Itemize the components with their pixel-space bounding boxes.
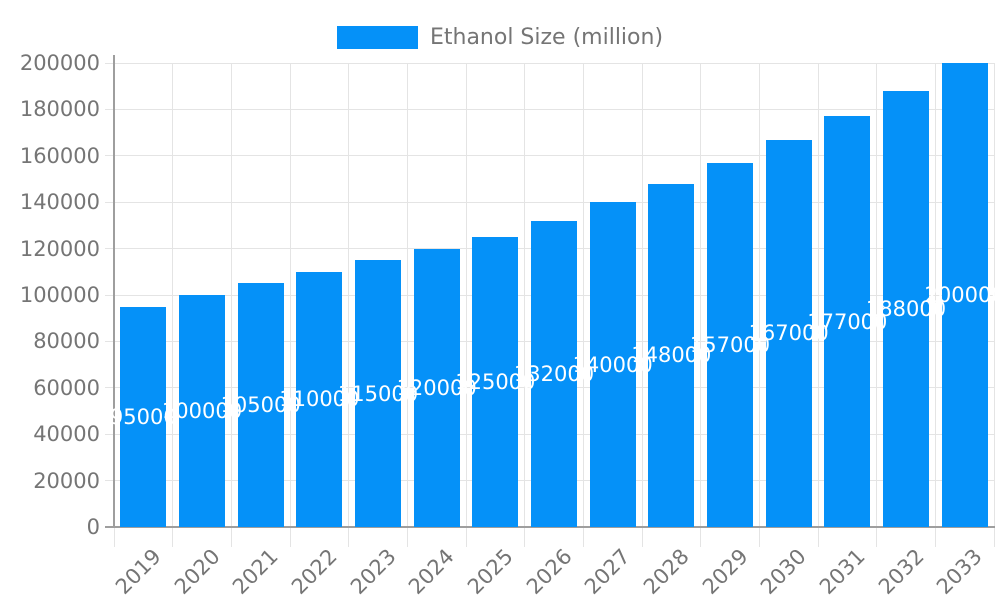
y-axis-tick-label: 160000: [19, 143, 100, 168]
x-gridline: [582, 63, 584, 547]
y-axis-tick-label: 40000: [33, 422, 100, 447]
bar-value-label-2020: 100000: [161, 399, 243, 423]
bar-value-label-2019: 95000: [109, 404, 177, 429]
legend-swatch-icon: [336, 26, 418, 49]
x-gridline: [993, 63, 995, 547]
x-gridline: [700, 63, 702, 547]
x-gridline: [406, 63, 408, 547]
x-axis-tick-label-2030: 2030: [756, 544, 811, 600]
x-gridline: [817, 63, 819, 547]
bar-value-label-2027: 140000: [572, 352, 653, 377]
x-gridline: [348, 63, 350, 547]
x-gridline: [289, 63, 291, 547]
bar-value-label-2025: 125000: [455, 370, 536, 394]
bar-2031[interactable]: [824, 116, 871, 527]
x-axis-tick-label-2032: 2032: [873, 544, 929, 600]
y-axis-line: [113, 55, 115, 527]
bar-value-label-2022: 110000: [279, 387, 360, 412]
legend-item-ethanol-size[interactable]: Ethanol Size (million): [336, 25, 664, 50]
bar-2019[interactable]: [120, 306, 167, 527]
bar-value-label-2023: 115000: [337, 381, 419, 406]
x-gridline: [230, 63, 232, 547]
bar-value-label-2021: 105000: [220, 393, 301, 418]
y-axis-tick-label: 80000: [33, 329, 100, 354]
x-gridline: [524, 63, 526, 547]
bar-value-label-2026: 132000: [513, 361, 595, 386]
y-gridline: [105, 201, 994, 203]
x-gridline: [641, 63, 643, 547]
x-axis-tick-label-2033: 2033: [932, 544, 987, 600]
x-axis-tick-label-2027: 2027: [580, 544, 635, 600]
y-gridline: [105, 62, 994, 64]
y-axis-tick-label: 200000: [19, 51, 100, 75]
x-axis-tick-label-2024: 2024: [404, 544, 459, 600]
chart-legend: Ethanol Size (million): [0, 26, 1000, 49]
y-axis-tick-label: 180000: [19, 97, 100, 122]
x-gridline: [465, 63, 467, 547]
bar-2033[interactable]: [941, 63, 988, 527]
bar-value-label-2033: 200000: [924, 283, 1000, 307]
x-axis-tick-label-2031: 2031: [814, 544, 870, 600]
y-axis-tick-label: 0: [86, 515, 100, 539]
bar-2028[interactable]: [648, 183, 695, 527]
x-axis-tick-label-2020: 2020: [169, 544, 225, 600]
legend-label: Ethanol Size (million): [429, 25, 664, 50]
x-axis-tick-label-2026: 2026: [521, 544, 577, 600]
bar-2022[interactable]: [296, 271, 343, 527]
x-axis-tick-label-2028: 2028: [638, 544, 694, 600]
bar-value-label-2032: 188000: [865, 296, 947, 321]
bar-2027[interactable]: [589, 202, 636, 527]
y-gridline: [105, 155, 994, 157]
x-axis-line: [105, 526, 995, 528]
bar-value-label-2031: 177000: [807, 309, 888, 334]
bar-value-label-2028: 148000: [631, 343, 712, 368]
bar-2024[interactable]: [413, 248, 460, 527]
x-axis-tick-label-2023: 2023: [345, 544, 401, 600]
y-axis-tick-label: 60000: [33, 375, 100, 400]
bar-2032[interactable]: [883, 90, 929, 527]
x-axis-tick-label-2019: 2019: [110, 544, 166, 600]
x-gridline: [876, 63, 878, 547]
y-gridline: [105, 108, 994, 110]
bar-2026[interactable]: [531, 220, 577, 527]
x-axis-tick-label-2022: 2022: [286, 544, 342, 600]
x-axis-tick-label-2021: 2021: [228, 544, 283, 600]
bar-2025[interactable]: [472, 237, 519, 527]
y-axis-tick-label: 100000: [19, 283, 100, 307]
x-axis-tick-label-2029: 2029: [697, 544, 753, 600]
bar-value-label-2024: 120000: [396, 375, 477, 400]
x-gridline: [758, 63, 760, 547]
bar-2021[interactable]: [237, 283, 284, 527]
bar-2030[interactable]: [765, 139, 812, 527]
x-gridline: [172, 63, 174, 547]
bar-value-label-2029: 157000: [689, 332, 771, 357]
y-axis-tick-label: 20000: [33, 468, 100, 493]
bar-2020[interactable]: [179, 295, 225, 527]
y-axis-tick-label: 120000: [19, 236, 100, 261]
bar-2023[interactable]: [355, 260, 401, 527]
x-gridline: [934, 63, 936, 547]
bar-2029[interactable]: [707, 162, 753, 527]
bar-value-label-2030: 167000: [748, 321, 829, 346]
x-axis-tick-label-2025: 2025: [462, 544, 518, 600]
y-axis-tick-label: 140000: [19, 190, 100, 215]
